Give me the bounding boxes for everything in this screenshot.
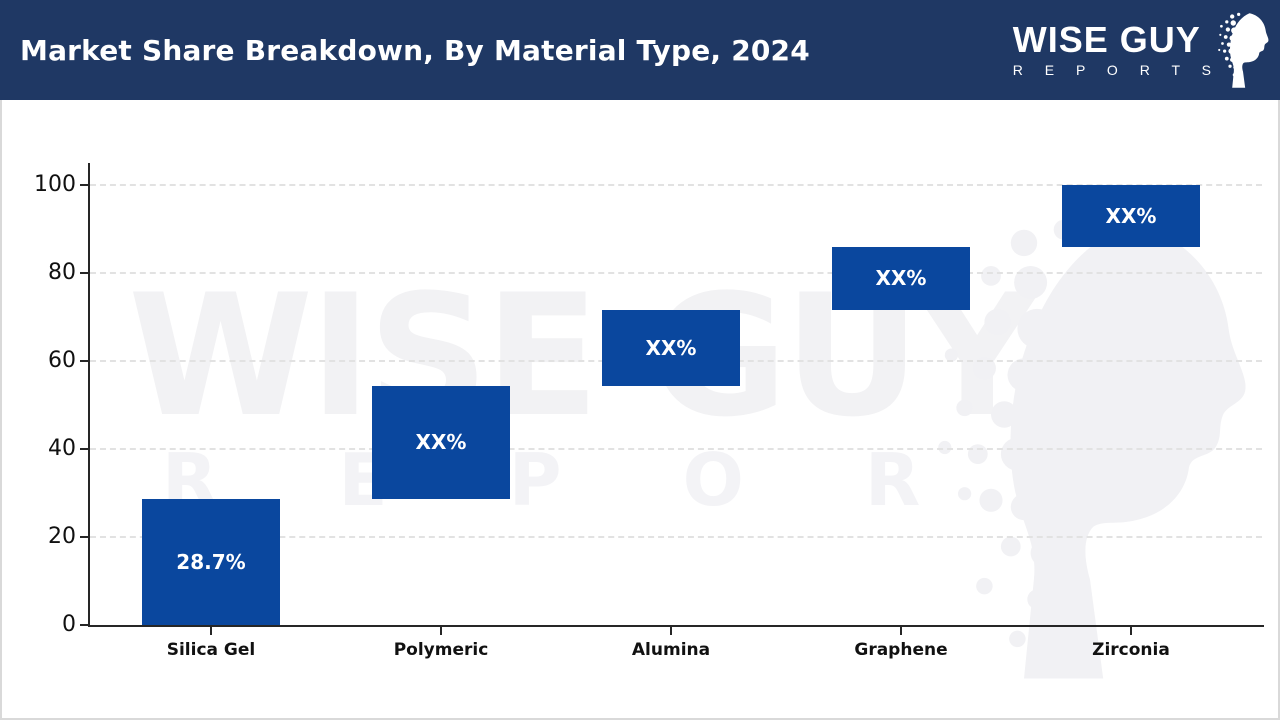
- y-gridline: [90, 272, 1262, 274]
- x-tick-mark: [670, 627, 672, 635]
- x-tick-mark: [440, 627, 442, 635]
- y-tick-label: 40: [48, 436, 76, 461]
- y-tick-label: 80: [48, 260, 76, 285]
- bar-alumina: XX%: [602, 309, 740, 386]
- bar-value-label: XX%: [415, 430, 467, 455]
- y-gridline: [90, 536, 1262, 538]
- x-tick-label: Alumina: [631, 640, 711, 660]
- brand-face-icon: [1218, 12, 1269, 88]
- x-tick-label: Silica Gel: [166, 640, 256, 660]
- y-tick-label: 20: [48, 524, 76, 549]
- x-tick-mark: [900, 627, 902, 635]
- bar-zirconia: XX%: [1062, 185, 1200, 248]
- y-gridline: [90, 448, 1262, 450]
- bar-value-label: XX%: [875, 266, 927, 291]
- y-tick-mark: [80, 624, 88, 626]
- bar-graphene: XX%: [832, 247, 970, 310]
- x-tick-label: Polymeric: [393, 640, 489, 660]
- brand-name: WISE GUY: [1012, 19, 1201, 60]
- y-axis-line: [88, 163, 90, 627]
- y-tick-mark: [80, 536, 88, 538]
- x-tick-label: Graphene: [854, 640, 948, 660]
- bar-value-label: XX%: [1105, 204, 1157, 229]
- brand-logo: WISE GUY R E P O R T S: [1013, 12, 1280, 88]
- y-tick-label: 0: [62, 612, 76, 637]
- y-tick-mark: [80, 272, 88, 274]
- bar-value-label: XX%: [645, 335, 697, 360]
- y-tick-label: 60: [48, 348, 76, 373]
- header-bar: Market Share Breakdown, By Material Type…: [0, 0, 1280, 100]
- x-axis-line: [88, 625, 1264, 627]
- chart-title: Market Share Breakdown, By Material Type…: [20, 33, 810, 67]
- y-gridline: [90, 184, 1262, 186]
- bar-polymeric: XX%: [372, 385, 510, 499]
- x-tick-mark: [210, 627, 212, 635]
- y-tick-mark: [80, 448, 88, 450]
- y-tick-mark: [80, 184, 88, 186]
- y-tick-label: 100: [34, 172, 76, 197]
- x-tick-mark: [1130, 627, 1132, 635]
- y-tick-mark: [80, 360, 88, 362]
- bar-silica-gel: 28.7%: [142, 498, 280, 625]
- x-tick-label: Zirconia: [1092, 640, 1170, 660]
- brand-subname: R E P O R T S: [1012, 62, 1220, 78]
- brand-logo-text: WISE GUY R E P O R T S: [1012, 19, 1220, 79]
- bar-value-label: 28.7%: [176, 549, 246, 574]
